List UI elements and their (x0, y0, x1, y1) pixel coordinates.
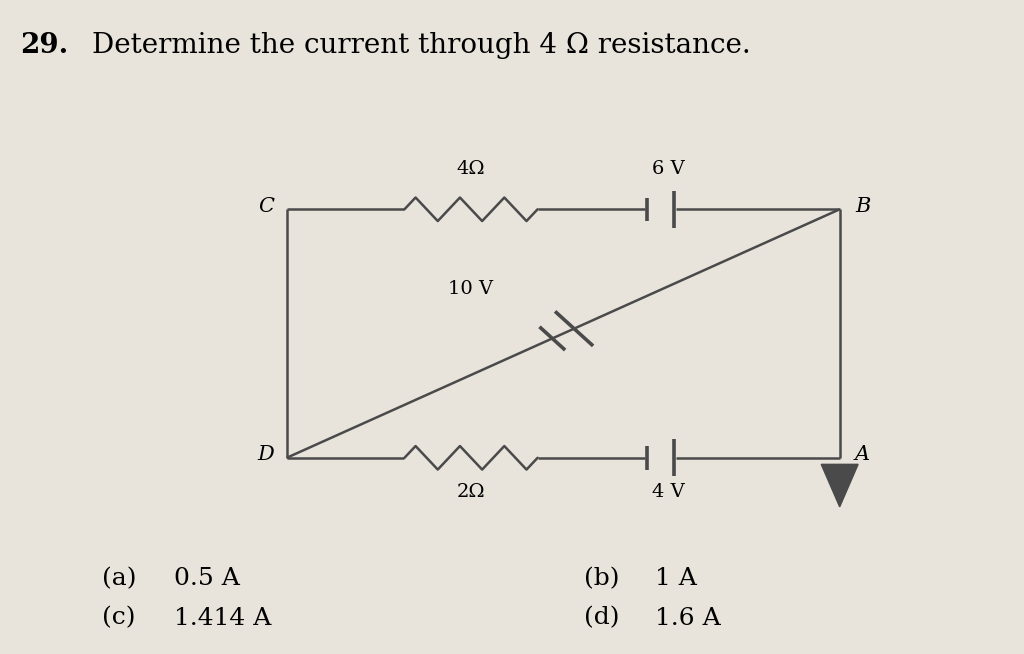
Text: 1 A: 1 A (655, 567, 697, 591)
Text: (c): (c) (102, 606, 136, 630)
Text: A: A (855, 445, 870, 464)
Text: 4Ω: 4Ω (457, 160, 485, 178)
Text: 6 V: 6 V (652, 160, 685, 178)
Text: B: B (855, 196, 870, 216)
Text: 2Ω: 2Ω (457, 483, 485, 501)
Text: 29.: 29. (20, 32, 69, 60)
Text: Determine the current through 4 Ω resistance.: Determine the current through 4 Ω resist… (92, 32, 751, 60)
Text: (d): (d) (584, 606, 620, 630)
Text: 1.6 A: 1.6 A (655, 606, 721, 630)
Text: D: D (258, 445, 274, 464)
Text: 10 V: 10 V (449, 279, 494, 298)
Text: 1.414 A: 1.414 A (174, 606, 271, 630)
Text: 0.5 A: 0.5 A (174, 567, 240, 591)
Text: (b): (b) (584, 567, 620, 591)
Text: (a): (a) (102, 567, 137, 591)
Text: C: C (258, 196, 274, 216)
Text: 4 V: 4 V (652, 483, 685, 501)
Polygon shape (821, 464, 858, 507)
